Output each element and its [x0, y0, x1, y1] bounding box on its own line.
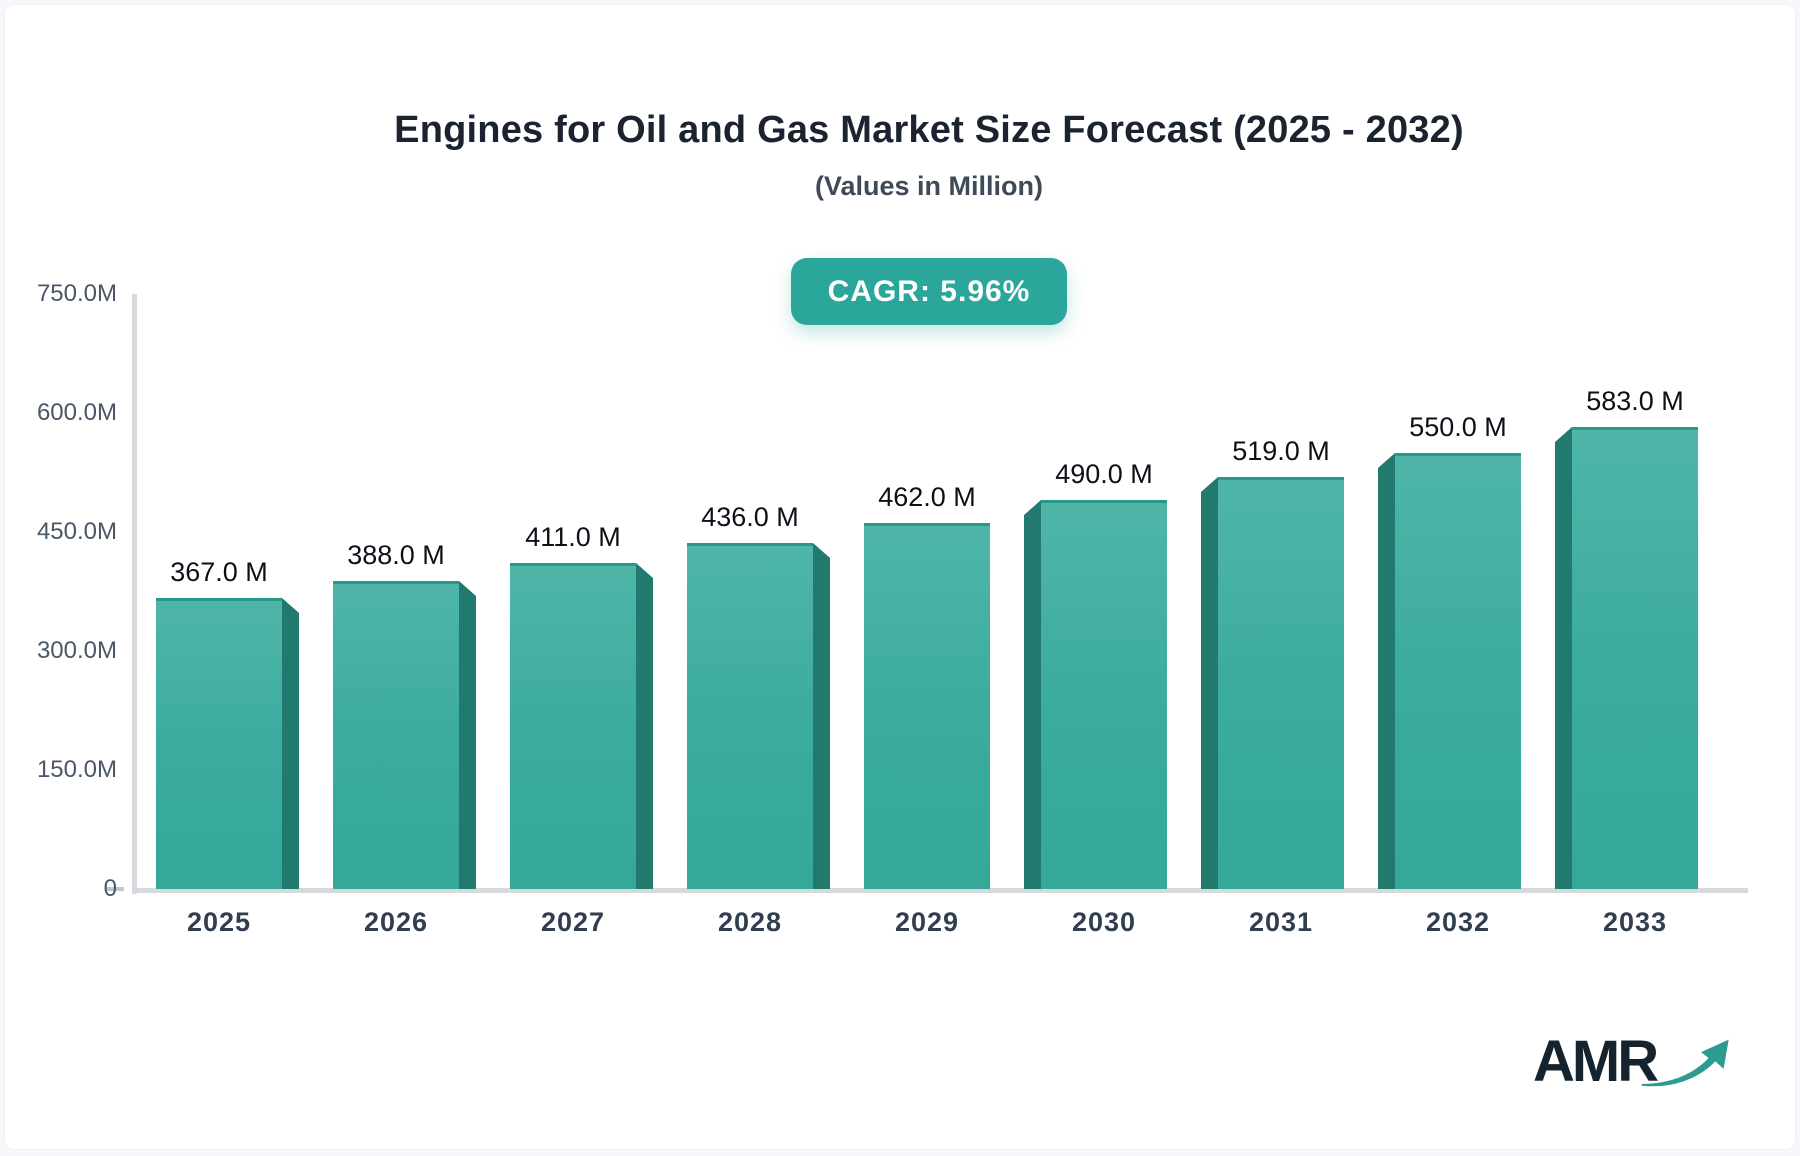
bar-value-label: 583.0 M [1586, 386, 1684, 416]
bar-value-label: 388.0 M [347, 540, 445, 570]
bar-value-label: 490.0 M [1055, 459, 1153, 489]
bar-side-3d [1378, 453, 1395, 889]
bar-value-label: 436.0 M [701, 502, 799, 532]
chart-title: Engines for Oil and Gas Market Size Fore… [394, 109, 1464, 151]
y-axis-label: 750.0M [36, 280, 117, 307]
bar [1572, 427, 1698, 889]
x-axis-label: 2025 [186, 907, 252, 937]
chart-card: Engines for Oil and Gas Market Size Fore… [4, 4, 1796, 1150]
y-axis-line [132, 294, 137, 894]
bar-side-3d [282, 598, 299, 889]
bar [333, 581, 459, 889]
bar-side-3d [1024, 500, 1041, 889]
bar-value-label: 550.0 M [1409, 412, 1507, 442]
y-axis-label: 300.0M [36, 637, 117, 664]
y-axis-label: 450.0M [36, 518, 117, 545]
bar [864, 523, 990, 889]
amr-logo-text: AMR [1533, 1029, 1659, 1094]
y-axis-label: 150.0M [36, 756, 117, 783]
x-axis-label: 2030 [1071, 907, 1137, 937]
x-axis-label: 2026 [363, 907, 429, 937]
x-axis-label: 2029 [894, 907, 960, 937]
bar [156, 598, 282, 889]
x-axis-label: 2031 [1248, 907, 1314, 937]
chart-subtitle: (Values in Million) [814, 171, 1044, 201]
bar [1041, 500, 1167, 889]
x-axis-label: 2028 [717, 907, 783, 937]
bar-value-label: 462.0 M [878, 482, 976, 512]
bar [510, 563, 636, 889]
x-axis-label: 2033 [1602, 907, 1668, 937]
cagr-badge: CAGR: 5.96% [791, 258, 1067, 325]
zero-tick-mark [105, 887, 124, 891]
bar [1395, 453, 1521, 889]
bar-side-3d [636, 563, 653, 889]
bar-value-label: 519.0 M [1232, 436, 1330, 466]
bar-side-3d [813, 543, 830, 889]
x-axis-label: 2032 [1425, 907, 1491, 937]
bar-side-3d [1201, 477, 1218, 889]
growth-arrow-icon [1641, 1039, 1729, 1087]
bar-side-3d [1555, 427, 1572, 889]
x-axis-label: 2027 [540, 907, 606, 937]
y-axis-label: 600.0M [36, 399, 117, 426]
x-axis-line [132, 888, 1748, 893]
bar-side-3d [459, 581, 476, 889]
bar-value-label: 367.0 M [170, 557, 268, 587]
y-axis-label: 0 [103, 875, 117, 902]
amr-logo: AMR [1533, 1031, 1743, 1103]
bar [687, 543, 813, 889]
bar [1218, 477, 1344, 889]
bar-value-label: 411.0 M [525, 522, 621, 552]
